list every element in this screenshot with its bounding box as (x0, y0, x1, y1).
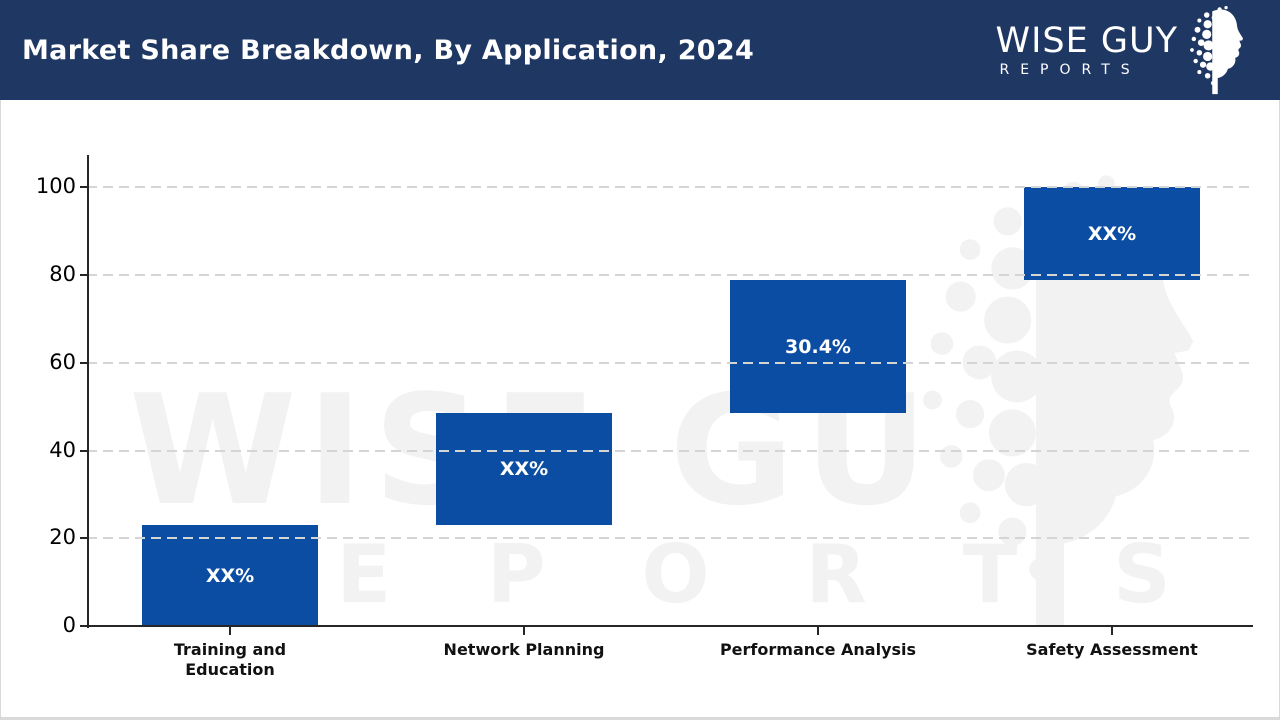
category-label: Network Planning (443, 640, 605, 659)
x-tick (817, 627, 819, 635)
gridline-20 (87, 537, 1253, 540)
header: Market Share Breakdown, By Application, … (0, 0, 1280, 100)
gridline-60 (87, 361, 1253, 364)
category-label: Training and Education (173, 640, 287, 679)
bar-value-label: XX% (205, 564, 255, 587)
bar-value-label: XX% (499, 458, 549, 481)
wise-guy-logo: WISE GUY REPORTS (995, 4, 1258, 96)
y-tick-label: 0 (62, 613, 76, 637)
logo-face-icon (1190, 6, 1244, 95)
gridline-80 (87, 274, 1253, 276)
y-tick-label: 100 (35, 174, 76, 199)
bar-4: XX% (1024, 187, 1200, 280)
category-label: Performance Analysis (719, 640, 917, 659)
y-tick-20 (80, 537, 87, 540)
logo-wordmark: WISE GUY (995, 21, 1178, 61)
y-axis-line (87, 155, 89, 628)
category-label: Safety Assessment (1026, 640, 1198, 659)
y-tick-label: 20 (49, 525, 76, 550)
logo-text: WISE GUY REPORTS (995, 22, 1178, 78)
y-tick-80 (80, 274, 87, 276)
bar-1: XX% (142, 525, 318, 626)
y-tick-40 (80, 449, 87, 452)
gridline-100 (87, 186, 1253, 189)
x-tick (229, 627, 231, 635)
y-tick-label: 60 (49, 349, 76, 374)
y-tick-100 (80, 186, 87, 189)
watermark-subtitle: R E P O R T S (179, 528, 1205, 621)
y-tick-label: 40 (49, 437, 76, 462)
y-tick-0 (80, 625, 87, 627)
x-axis-line (87, 625, 1253, 627)
gridline-40 (87, 449, 1253, 452)
bar-2: XX% (436, 413, 612, 526)
x-tick (523, 627, 525, 635)
page-title: Market Share Breakdown, By Application, … (22, 34, 755, 66)
logo-subtitle: REPORTS (999, 62, 1141, 78)
y-tick-label: 80 (49, 262, 76, 286)
bar-3: 30.4% (730, 279, 906, 414)
bar-value-label: 30.4% (785, 335, 851, 358)
x-tick (1111, 627, 1113, 635)
y-tick-60 (80, 361, 87, 364)
bar-value-label: XX% (1087, 222, 1137, 245)
